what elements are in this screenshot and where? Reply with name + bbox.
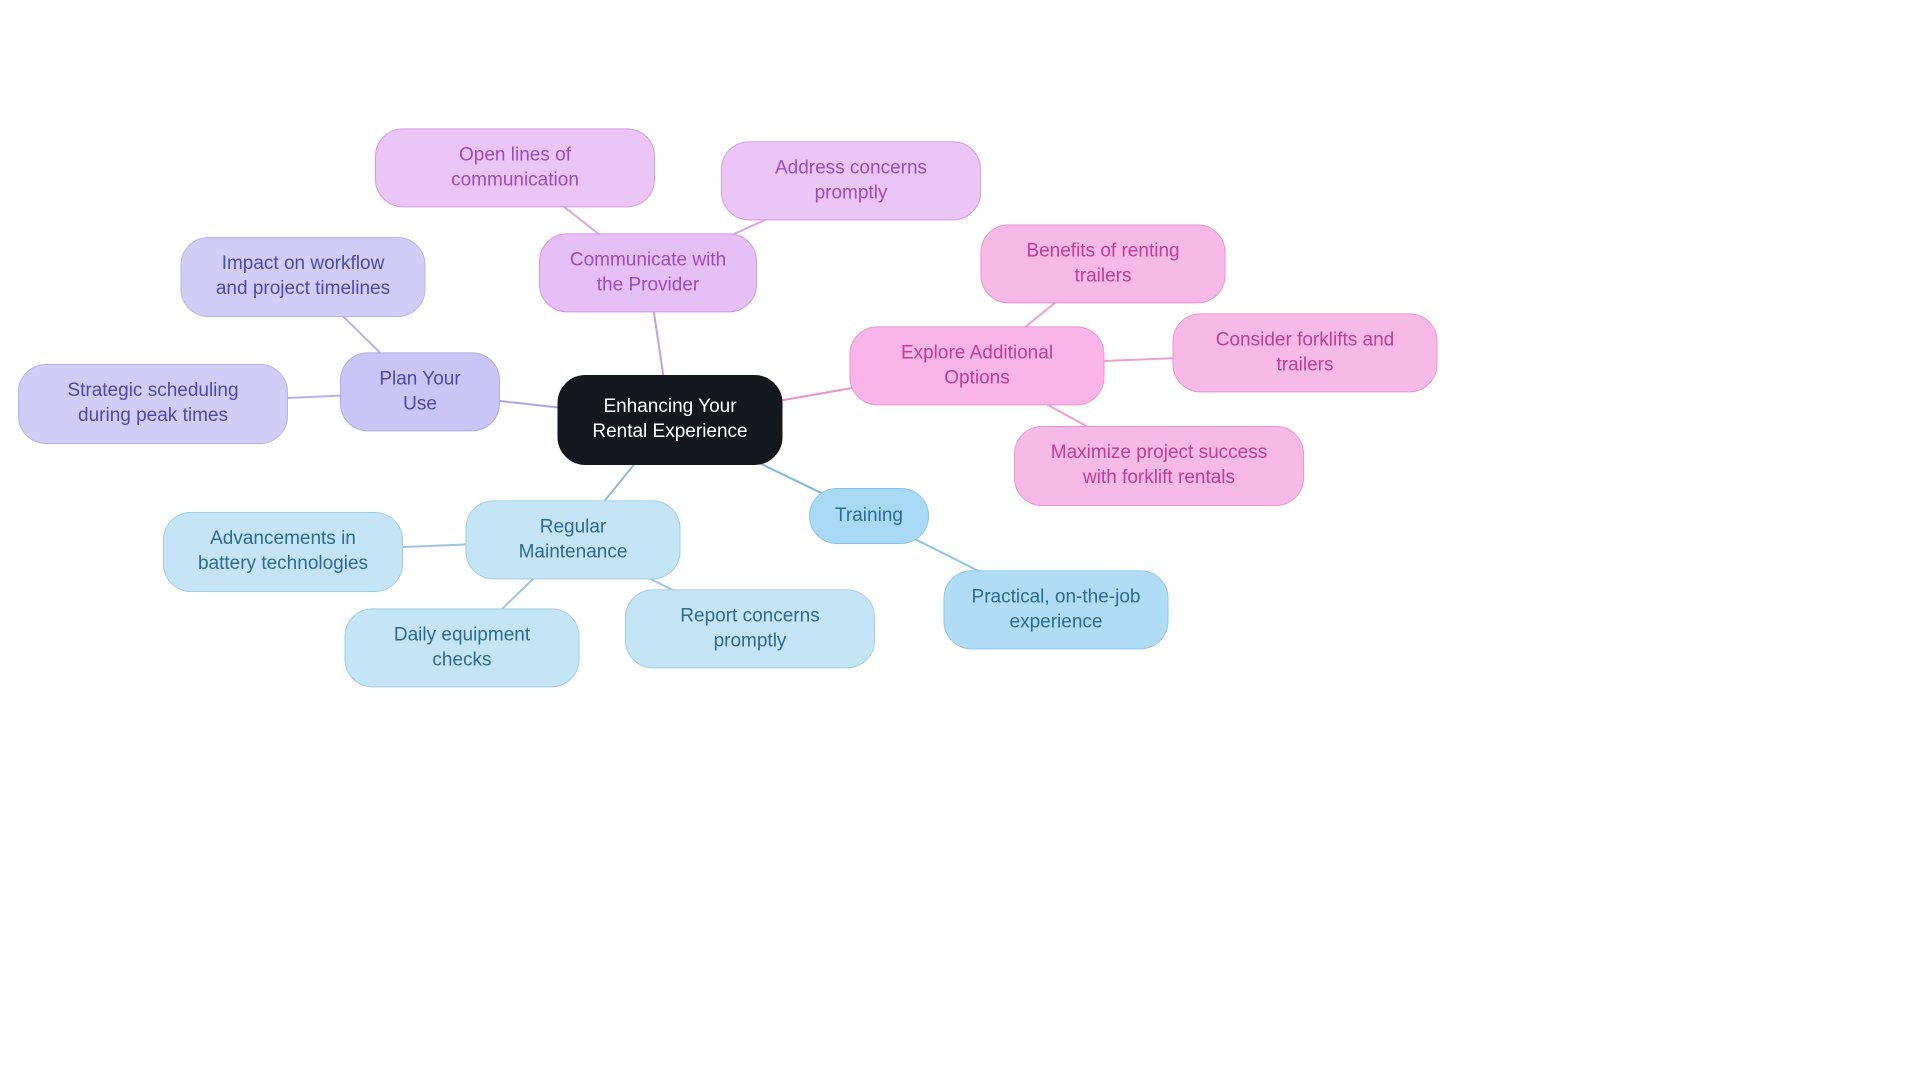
node-benefits: Benefits of renting trailers	[981, 224, 1226, 303]
node-daily: Daily equipment checks	[345, 608, 580, 687]
node-impact: Impact on workflow and project timelines	[181, 237, 426, 317]
node-openlines: Open lines of communication	[375, 128, 655, 207]
node-training: Training	[809, 488, 929, 544]
node-plan: Plan Your Use	[340, 352, 500, 431]
node-communicate: Communicate with the Provider	[539, 233, 757, 312]
node-maintenance: Regular Maintenance	[466, 500, 681, 579]
node-strategic: Strategic scheduling during peak times	[18, 364, 288, 444]
node-practical: Practical, on-the-job experience	[944, 570, 1169, 649]
node-battery: Advancements in battery technologies	[163, 512, 403, 592]
node-report: Report concerns promptly	[625, 589, 875, 668]
node-forklifts: Consider forklifts and trailers	[1173, 313, 1438, 392]
node-address: Address concerns promptly	[721, 141, 981, 220]
node-explore: Explore Additional Options	[850, 326, 1105, 405]
node-maximize: Maximize project success with forklift r…	[1014, 426, 1304, 506]
node-center: Enhancing Your Rental Experience	[558, 375, 783, 465]
